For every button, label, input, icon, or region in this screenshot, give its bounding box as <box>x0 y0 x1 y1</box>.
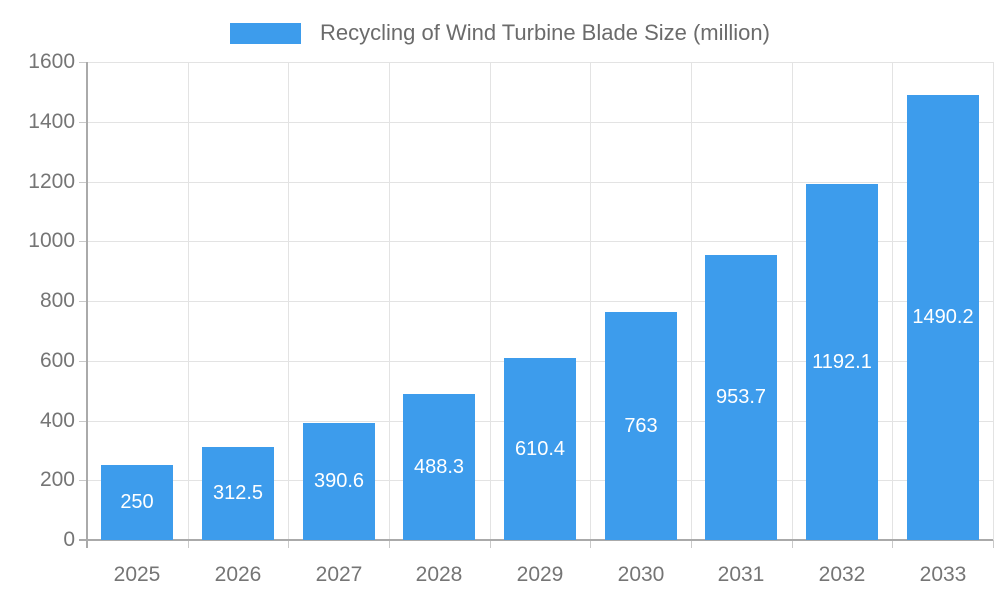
y-axis-tick <box>79 241 87 242</box>
bar-value-label: 390.6 <box>313 470 365 492</box>
y-axis-label: 0 <box>63 528 75 551</box>
bar: 390.6 <box>303 423 375 540</box>
bar-value-label: 953.7 <box>715 386 767 408</box>
bar-value-label: 250 <box>120 491 154 513</box>
v-gridline <box>188 62 189 540</box>
bar-value-label: 488.3 <box>413 455 465 478</box>
v-gridline <box>389 62 390 540</box>
y-axis-label: 1000 <box>28 229 75 252</box>
x-axis-tick <box>490 540 491 548</box>
x-axis-label: 2026 <box>214 563 262 586</box>
legend: Recycling of Wind Turbine Blade Size (mi… <box>0 20 1000 46</box>
x-axis-label: 2027 <box>315 563 363 586</box>
x-axis-label: 2025 <box>113 563 161 586</box>
bar: 763 <box>605 312 677 540</box>
v-gridline <box>691 62 692 540</box>
h-gridline <box>87 122 993 123</box>
bar: 250 <box>101 465 173 540</box>
x-axis-line <box>79 539 993 541</box>
bar: 1192.1 <box>806 184 878 540</box>
y-axis-label: 200 <box>39 468 75 491</box>
x-axis-label: 2030 <box>617 563 665 586</box>
y-axis-label: 1200 <box>28 170 75 193</box>
x-axis-tick <box>792 540 793 548</box>
h-gridline <box>87 241 993 242</box>
x-axis-label: 2031 <box>717 563 765 586</box>
y-axis-tick <box>79 182 87 183</box>
y-axis-label: 400 <box>39 409 75 432</box>
x-axis-tick <box>993 540 994 548</box>
v-gridline <box>993 62 994 540</box>
y-axis-label: 800 <box>39 289 75 312</box>
bar: 610.4 <box>504 358 576 540</box>
x-axis-tick <box>691 540 692 548</box>
bar: 312.5 <box>202 447 274 540</box>
y-axis-tick <box>79 421 87 422</box>
v-gridline <box>288 62 289 540</box>
x-axis-label: 2028 <box>415 563 463 586</box>
y-axis-tick <box>79 480 87 481</box>
y-axis-label: 1600 <box>28 50 75 73</box>
x-axis-label: 2029 <box>516 563 564 586</box>
bar: 953.7 <box>705 255 777 540</box>
y-axis-tick <box>79 361 87 362</box>
bar-value-label: 610.4 <box>514 437 566 460</box>
y-axis-label: 1400 <box>28 110 75 133</box>
bar-value-label: 763 <box>624 414 658 437</box>
y-axis-tick <box>79 62 87 63</box>
chart-title: Recycling of Wind Turbine Blade Size (mi… <box>320 20 770 45</box>
y-axis-line <box>86 62 88 548</box>
x-axis-tick <box>590 540 591 548</box>
v-gridline <box>490 62 491 540</box>
y-axis-tick <box>79 301 87 302</box>
y-axis-tick <box>79 122 87 123</box>
v-gridline <box>792 62 793 540</box>
bar-value-label: 1490.2 <box>912 306 974 328</box>
h-gridline <box>87 301 993 302</box>
x-axis-tick <box>288 540 289 548</box>
legend-swatch <box>230 22 302 44</box>
bar-value-label: 312.5 <box>212 482 264 504</box>
v-gridline <box>892 62 893 540</box>
x-axis-label: 2033 <box>919 563 967 586</box>
h-gridline <box>87 62 993 63</box>
bar: 1490.2 <box>907 95 979 540</box>
y-axis-label: 600 <box>39 349 75 372</box>
x-axis-label: 2032 <box>818 563 866 586</box>
bar-value-label: 1192.1 <box>812 350 872 373</box>
bar: 488.3 <box>403 394 475 540</box>
x-axis-tick <box>389 540 390 548</box>
h-gridline <box>87 182 993 183</box>
x-axis-tick <box>188 540 189 548</box>
v-gridline <box>590 62 591 540</box>
x-axis-tick <box>892 540 893 548</box>
